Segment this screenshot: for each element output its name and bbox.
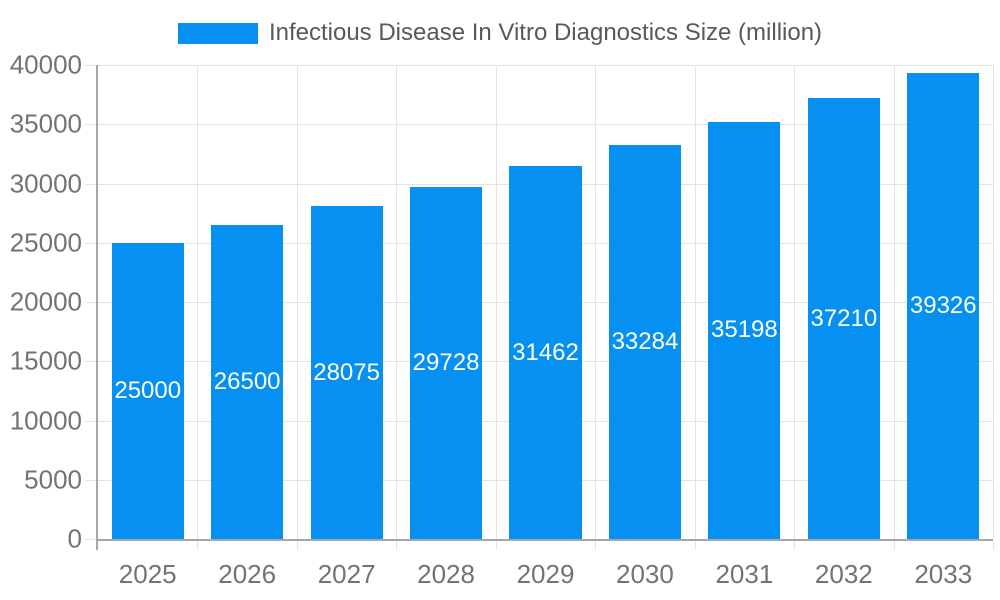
x-axis-tick-label: 2027: [317, 559, 376, 589]
x-axis-tick-mark: [893, 541, 895, 550]
bar-value-label: 29728: [412, 348, 480, 376]
x-gridline: [296, 65, 298, 539]
y-axis-tick-label: 5000: [24, 464, 82, 495]
bar-2033[interactable]: 39326: [907, 73, 980, 539]
x-gridline: [197, 65, 199, 539]
x-axis-tick-mark: [396, 541, 398, 550]
bar-value-label: 33284: [611, 327, 679, 355]
y-gridline: [98, 65, 993, 66]
x-gridline: [993, 65, 994, 539]
x-axis-tick-mark: [197, 541, 199, 550]
x-axis-tick-mark: [993, 541, 994, 550]
bar-2026[interactable]: 26500: [211, 224, 284, 539]
y-axis-tick-label: 25000: [9, 227, 82, 258]
y-axis-tick-mark: [85, 183, 96, 185]
x-axis-tick-mark: [794, 541, 796, 550]
bar-2027[interactable]: 28075: [310, 206, 383, 539]
bar-2028[interactable]: 29728: [410, 186, 483, 539]
y-axis-tick-mark: [85, 539, 96, 540]
y-axis-tick-label: 40000: [9, 49, 82, 80]
x-axis-tick-mark: [495, 541, 497, 550]
bar-value-label: 26500: [213, 367, 281, 395]
y-axis-tick-mark: [85, 302, 96, 303]
y-axis-tick-mark: [85, 479, 96, 481]
bar-value-label: 37210: [810, 304, 878, 332]
x-gridline: [595, 65, 597, 539]
x-axis-tick-mark: [595, 541, 597, 550]
bar-2025[interactable]: 25000: [111, 242, 184, 539]
y-axis-tick-label: 10000: [9, 405, 82, 435]
x-gridline: [694, 65, 696, 539]
x-gridline: [495, 65, 497, 539]
bar-2030[interactable]: 33284: [608, 144, 681, 539]
x-axis-tick-label: 2031: [715, 559, 774, 589]
x-axis-tick-mark: [96, 541, 98, 550]
y-gridline: [98, 124, 993, 126]
x-gridline: [893, 65, 895, 539]
x-axis-tick-label: 2030: [616, 559, 674, 589]
legend-label: Infectious Disease In Vitro Diagnostics …: [268, 19, 823, 46]
x-gridline: [794, 65, 796, 539]
x-axis: 2025 2026 2027 2028 2029 2030 2031 2032 2033: [96, 541, 994, 600]
x-axis-tick-label: 2026: [218, 559, 277, 589]
y-axis-tick-label: 35000: [9, 108, 82, 139]
bar-2029[interactable]: 31462: [509, 166, 582, 539]
y-axis-tick-label: 30000: [9, 168, 82, 198]
x-axis-tick-label: 2028: [417, 559, 475, 589]
x-axis-tick-label: 2029: [516, 559, 575, 589]
y-axis: 0 5000 10000 15000 20000 25000 30000 35000 40000: [0, 50, 96, 554]
x-axis-tick-label: 2032: [814, 559, 873, 589]
y-axis-tick-mark: [85, 420, 96, 422]
legend-swatch-icon: [177, 22, 258, 44]
bar-2031[interactable]: 35198: [708, 121, 781, 539]
y-axis-tick-label: 20000: [9, 286, 82, 317]
x-gridline: [396, 65, 398, 539]
y-axis-tick-label: 0: [67, 523, 82, 554]
y-axis-tick-mark: [85, 361, 96, 363]
legend-item[interactable]: Infectious Disease In Vitro Diagnostics …: [0, 19, 1000, 47]
x-axis-tick-label: 2033: [914, 559, 973, 589]
bar-2032[interactable]: 37210: [807, 98, 880, 539]
bar-value-label: 25000: [114, 376, 182, 404]
y-axis-tick-mark: [85, 65, 96, 66]
y-axis-tick-mark: [85, 124, 96, 126]
bar-value-label: 28075: [313, 358, 380, 386]
x-axis-tick-label: 2025: [118, 559, 177, 589]
y-axis-tick-mark: [85, 242, 96, 244]
bar-value-label: 39326: [909, 292, 977, 319]
x-axis-tick-mark: [296, 541, 298, 550]
plot-area: 25000 26500 28075 29728 31462 33284 35198 37210…: [96, 65, 994, 541]
y-axis-tick-label: 15000: [9, 345, 82, 376]
bar-value-label: 31462: [512, 338, 579, 366]
x-axis-tick-mark: [694, 541, 696, 550]
bar-value-label: 35198: [711, 316, 778, 344]
